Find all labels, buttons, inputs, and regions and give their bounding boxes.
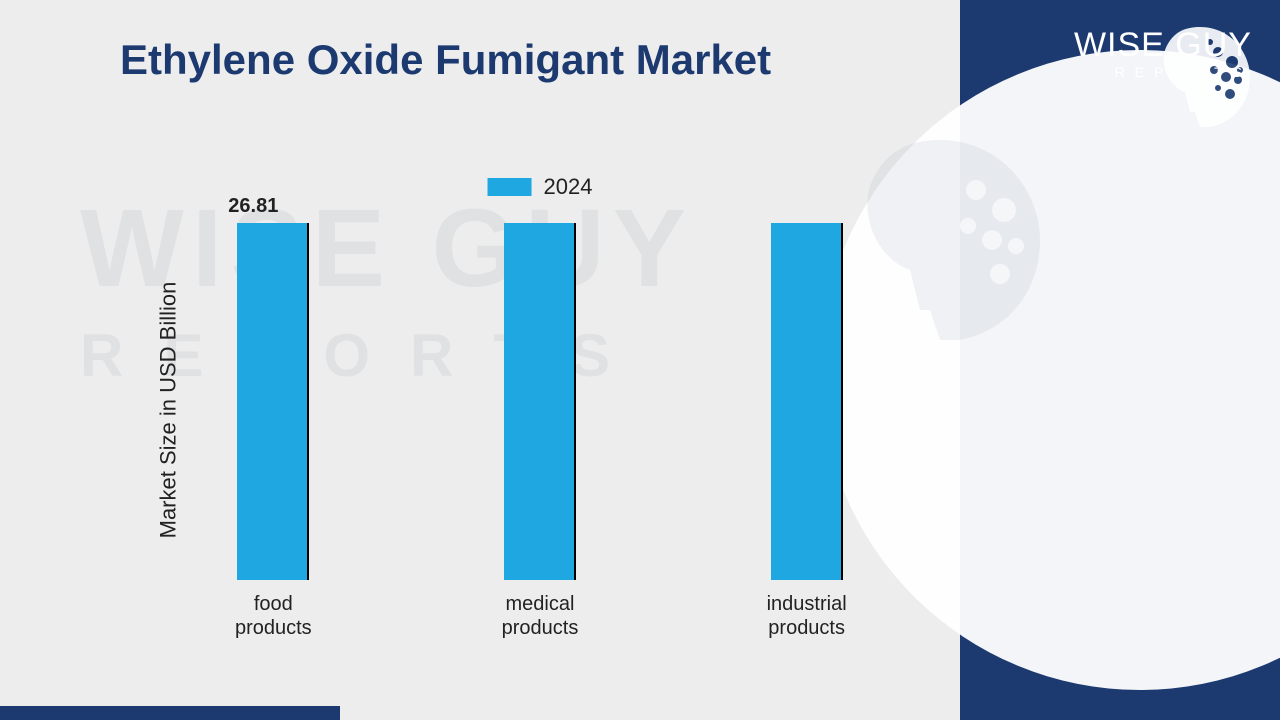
bars-container: 26.81 [140,180,940,580]
x-axis-labels: food products medical products industria… [140,592,940,640]
x-label: medical products [485,592,595,640]
bar-chart: Market Size in USD Billion 2024 26.81 [60,150,940,670]
x-label-line1: medical [506,593,575,615]
x-label: industrial products [752,592,862,640]
brand-name: WISE GUY [1074,28,1252,62]
plot-area: 2024 26.81 [140,180,940,580]
bar-rect [237,223,309,580]
bar-slot [485,223,595,580]
bar-slot [752,223,862,580]
brand-subtitle: REPORTS [1074,64,1252,80]
x-label-line2: products [768,617,845,639]
x-label-line1: industrial [767,593,847,615]
bar-rect [504,223,576,580]
bar-slot: 26.81 [218,223,328,580]
bar-rect [771,223,843,580]
footer-accent-bar [0,706,340,720]
stage: WISE GUY REPORTS Ethylene Oxide Fumigant… [0,0,1280,720]
x-label-line2: products [502,617,579,639]
chart-title: Ethylene Oxide Fumigant Market [120,36,771,84]
x-label-line2: products [235,617,312,639]
x-label: food products [218,592,328,640]
x-label-line1: food [254,593,293,615]
bar-value-label: 26.81 [228,195,278,218]
brand-logo: WISE GUY REPORTS [1074,28,1252,80]
